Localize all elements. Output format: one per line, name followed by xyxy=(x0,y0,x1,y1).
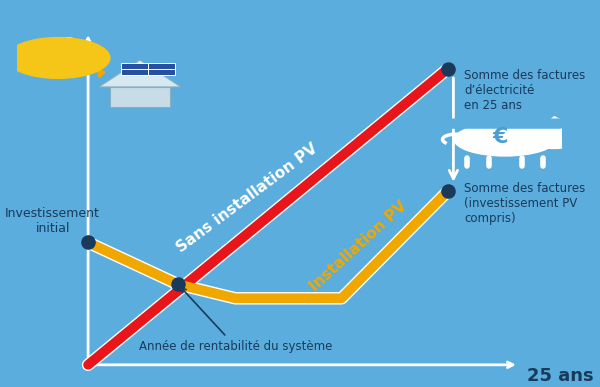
Text: Somme des factures
d’électricité
en 25 ans: Somme des factures d’électricité en 25 a… xyxy=(464,68,586,112)
Ellipse shape xyxy=(454,122,557,157)
Circle shape xyxy=(7,38,110,78)
Polygon shape xyxy=(544,116,571,125)
FancyBboxPatch shape xyxy=(448,118,562,129)
Text: Année de rentabilité du système: Année de rentabilité du système xyxy=(139,288,332,353)
Point xyxy=(173,281,183,288)
Polygon shape xyxy=(99,60,181,87)
Text: Installation PV: Installation PV xyxy=(307,199,410,295)
Text: €: € xyxy=(58,36,75,60)
Text: 25 ans: 25 ans xyxy=(527,366,593,385)
Text: Sans installation PV: Sans installation PV xyxy=(174,140,320,255)
Text: €: € xyxy=(492,127,508,147)
Point xyxy=(443,65,453,72)
Text: Somme des factures
(investissement PV
compris): Somme des factures (investissement PV co… xyxy=(464,182,586,225)
Circle shape xyxy=(519,121,590,149)
Polygon shape xyxy=(121,63,175,75)
Ellipse shape xyxy=(574,135,595,142)
FancyBboxPatch shape xyxy=(110,87,170,107)
Point xyxy=(83,240,93,246)
Text: Investissement
initial: Investissement initial xyxy=(5,207,100,235)
Point xyxy=(443,188,453,194)
